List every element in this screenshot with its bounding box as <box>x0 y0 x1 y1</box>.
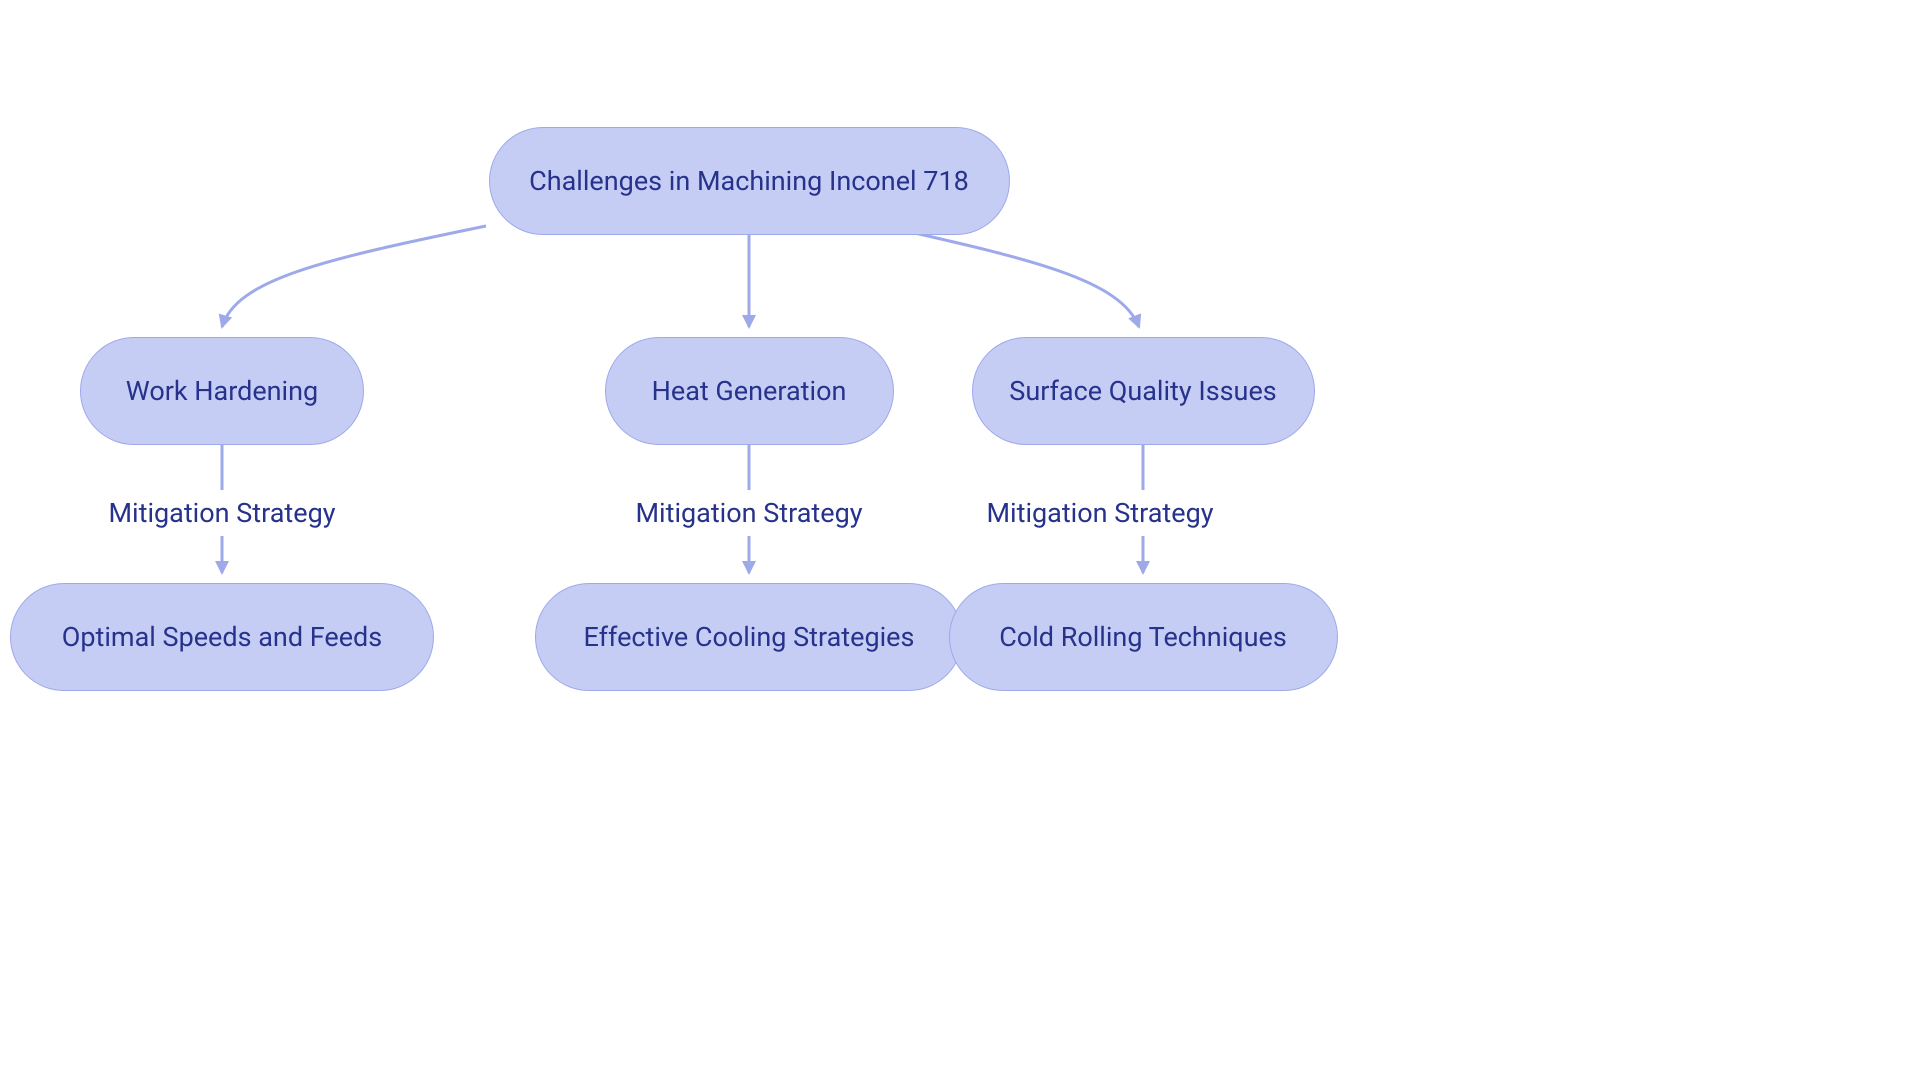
node-label: Cold Rolling Techniques <box>999 621 1287 653</box>
edge-label: Mitigation Strategy <box>635 497 862 529</box>
node-label: Heat Generation <box>652 375 847 407</box>
node-c2: Heat Generation <box>605 337 894 445</box>
node-label: Optimal Speeds and Feeds <box>62 621 382 653</box>
node-label: Effective Cooling Strategies <box>584 621 915 653</box>
node-c3: Surface Quality Issues <box>972 337 1315 445</box>
node-m1: Optimal Speeds and Feeds <box>10 583 434 691</box>
edge-label: Mitigation Strategy <box>108 497 335 529</box>
node-m2: Effective Cooling Strategies <box>535 583 963 691</box>
node-c1: Work Hardening <box>80 337 364 445</box>
node-label: Work Hardening <box>126 375 318 407</box>
node-label: Challenges in Machining Inconel 718 <box>529 165 969 197</box>
node-label: Surface Quality Issues <box>1009 375 1276 407</box>
edge-label: Mitigation Strategy <box>986 497 1213 529</box>
node-root: Challenges in Machining Inconel 718 <box>489 127 1010 235</box>
node-m3: Cold Rolling Techniques <box>949 583 1338 691</box>
